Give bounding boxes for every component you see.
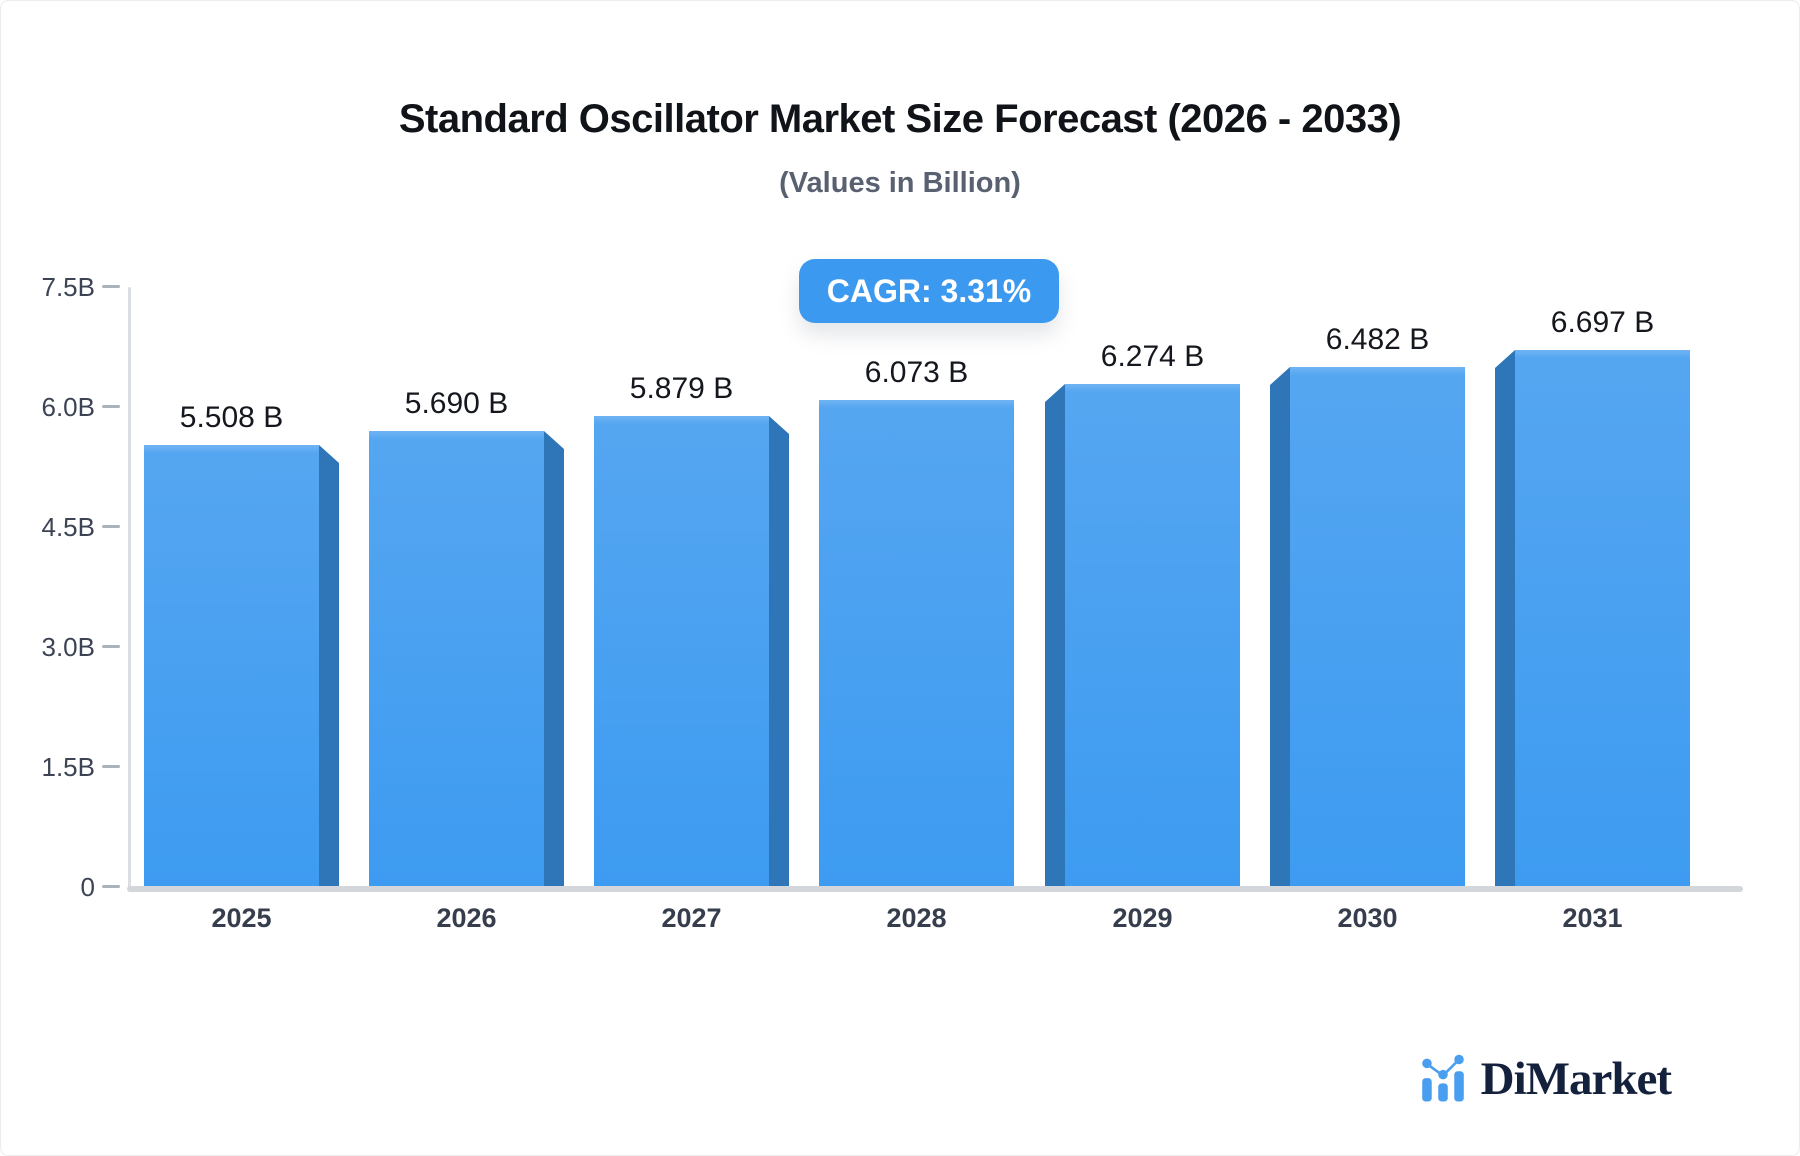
cagr-badge-label: CAGR: 3.31% <box>826 272 1032 309</box>
x-tick-label: 2030 <box>1337 903 1398 933</box>
y-tick-dash <box>102 525 120 528</box>
bar-group: 6.482 B 2030 <box>1270 323 1465 933</box>
cagr-badge: CAGR: 3.31% <box>799 259 1059 323</box>
dimarket-logo: DiMarket <box>1417 1053 1672 1105</box>
bar[interactable] <box>594 416 769 886</box>
x-tick-label: 2027 <box>661 903 722 933</box>
bar-value-label: 6.274 B <box>1100 340 1205 373</box>
bar[interactable] <box>1290 367 1465 886</box>
y-tick-dash <box>102 885 120 888</box>
bar-value-label: 6.482 B <box>1325 323 1430 356</box>
bar-3d-side <box>769 416 789 886</box>
bar-3d-side <box>544 431 564 886</box>
bar[interactable] <box>819 400 1014 886</box>
chart-title: Standard Oscillator Market Size Forecast… <box>398 97 1402 141</box>
brand-name: DiMarket <box>1480 1053 1672 1105</box>
y-tick-dash <box>102 645 120 648</box>
bar-value-label: 6.073 B <box>864 356 969 389</box>
bar-group: 5.879 B 2027 <box>594 372 789 933</box>
bar-3d-side <box>1270 367 1290 886</box>
y-tick-label: 1.5B <box>41 752 96 782</box>
x-tick-label: 2025 <box>211 903 272 933</box>
x-tick-label: 2028 <box>886 903 947 933</box>
bar-group: 6.073 B 2028 <box>819 356 1014 933</box>
y-tick-label: 6.0B <box>41 392 96 422</box>
y-tick-label: 3.0B <box>41 632 96 662</box>
chart-subtitle: (Values in Billion) <box>779 167 1021 199</box>
y-tick-label: 4.5B <box>41 512 96 542</box>
bar-group: 6.697 B 2031 <box>1495 306 1690 933</box>
bar-group: 5.508 B 2025 <box>144 401 339 933</box>
y-tick-dash <box>102 405 120 408</box>
bar-chart-logo-icon <box>1421 1054 1464 1102</box>
y-tick-dash <box>102 285 120 288</box>
y-axis-line <box>128 287 131 890</box>
bar-3d-side <box>1495 350 1515 886</box>
x-tick-label: 2026 <box>436 903 497 933</box>
bar[interactable] <box>144 445 319 886</box>
bar-value-label: 5.879 B <box>629 372 734 405</box>
bar-group: 5.690 B 2026 <box>369 387 564 933</box>
bar-3d-side <box>319 445 339 886</box>
bar[interactable] <box>369 431 544 886</box>
y-tick-dash <box>102 765 120 768</box>
x-axis-baseline <box>127 886 1743 892</box>
x-tick-label: 2031 <box>1562 903 1623 933</box>
bar[interactable] <box>1515 350 1690 886</box>
y-tick-label: 0 <box>80 872 95 902</box>
bar-value-label: 6.697 B <box>1550 306 1655 339</box>
x-tick-label: 2029 <box>1112 903 1173 933</box>
y-tick-label: 7.5B <box>41 272 96 302</box>
bar[interactable] <box>1065 384 1240 886</box>
bar-group: 6.274 B 2029 <box>1045 340 1240 933</box>
bar-value-label: 5.508 B <box>179 401 284 434</box>
bar-3d-side <box>1045 384 1065 886</box>
bar-value-label: 5.690 B <box>404 387 509 420</box>
